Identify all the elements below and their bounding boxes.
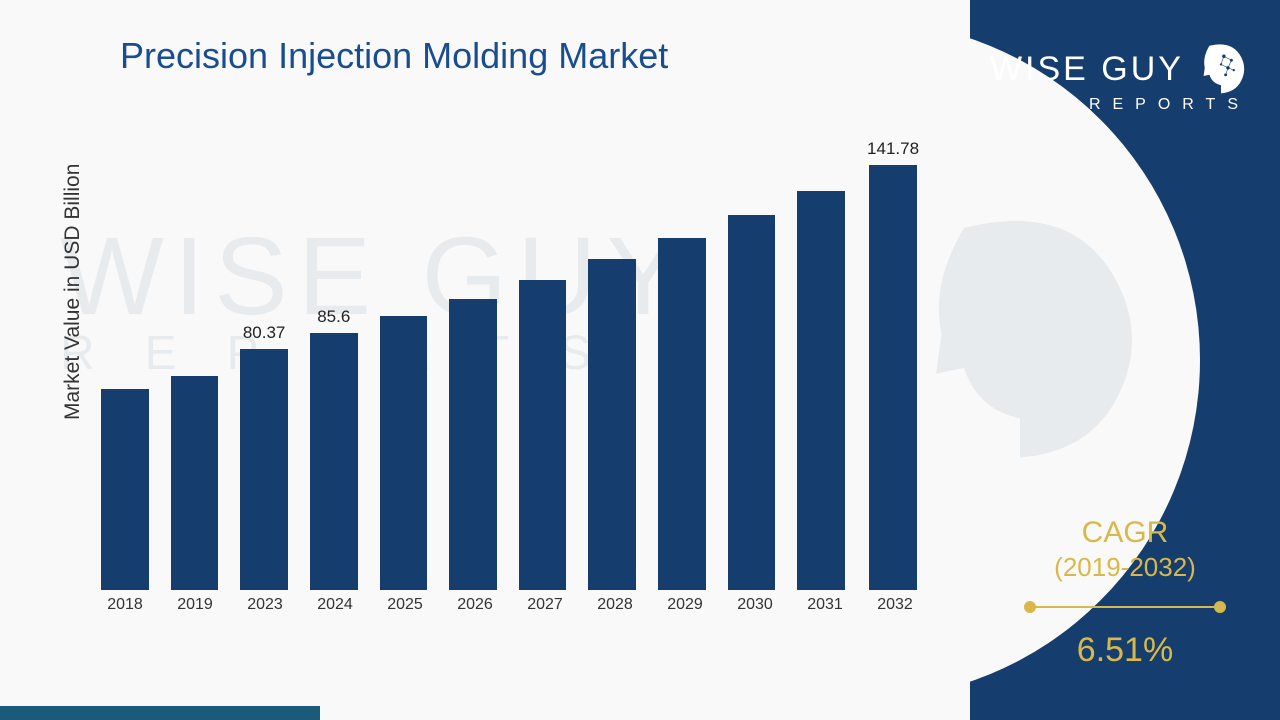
logo-text-sub: REPORTS — [990, 96, 1250, 114]
bar — [380, 316, 428, 590]
x-tick-label: 2025 — [381, 590, 429, 620]
cagr-divider — [1030, 597, 1220, 617]
bar-wrap — [588, 253, 636, 590]
bar-value-label: 85.6 — [317, 307, 350, 327]
bar — [240, 349, 288, 590]
x-tick-label: 2019 — [171, 590, 219, 620]
bar-wrap — [797, 185, 845, 590]
cagr-value: 6.51% — [1010, 631, 1240, 670]
x-tick-label: 2030 — [731, 590, 779, 620]
bar — [449, 299, 497, 590]
x-tick-label: 2027 — [521, 590, 569, 620]
bar-wrap — [519, 274, 567, 590]
bar — [519, 280, 567, 590]
bar — [310, 333, 358, 590]
bar-wrap — [449, 293, 497, 590]
bar — [869, 165, 917, 590]
bar — [101, 389, 149, 590]
x-tick-label: 2028 — [591, 590, 639, 620]
bar-wrap — [658, 232, 706, 590]
bar — [797, 191, 845, 590]
x-tick-label: 2024 — [311, 590, 359, 620]
x-tick-label: 2023 — [241, 590, 289, 620]
bar-wrap — [101, 383, 149, 590]
cagr-label: CAGR — [1010, 516, 1240, 550]
x-tick-label: 2031 — [801, 590, 849, 620]
bar-value-label: 80.37 — [243, 323, 286, 343]
page-root: WISE GUY REPORTS WISE GUY REPORTS — [0, 0, 1280, 720]
bar — [728, 215, 776, 590]
x-tick-label: 2029 — [661, 590, 709, 620]
bar-wrap: 80.37 — [240, 323, 288, 590]
x-tick-label: 2032 — [871, 590, 919, 620]
chart-title: Precision Injection Molding Market — [120, 35, 668, 77]
bars-container: 80.37 85.6 141.78 — [95, 140, 925, 590]
x-tick-label: 2026 — [451, 590, 499, 620]
chart-area: Market Value in USD Billion 80.37 85.6 141… — [55, 140, 925, 620]
bar-wrap — [171, 370, 219, 590]
bar-wrap: 141.78 — [867, 139, 919, 590]
cagr-block: CAGR (2019-2032) 6.51% — [1010, 516, 1240, 670]
y-axis-label: Market Value in USD Billion — [61, 164, 85, 420]
logo-text-main: WISE GUY — [990, 50, 1184, 89]
bar — [658, 238, 706, 590]
bar-wrap — [380, 310, 428, 590]
x-axis-labels: 2018 2019 2023 2024 2025 2026 2027 2028 2029 2030… — [95, 590, 925, 620]
plot-region: 80.37 85.6 141.78 — [95, 140, 925, 590]
brand-logo: WISE GUY REPORTS — [990, 40, 1250, 114]
bar-value-label: 141.78 — [867, 139, 919, 159]
logo-head-icon — [1192, 40, 1250, 98]
cagr-range: (2019-2032) — [1010, 552, 1240, 583]
bar — [588, 259, 636, 590]
bottom-accent-bar — [0, 706, 320, 720]
bar-wrap — [728, 209, 776, 590]
x-tick-label: 2018 — [101, 590, 149, 620]
bar — [171, 376, 219, 590]
bar-wrap: 85.6 — [310, 307, 358, 590]
logo-main-row: WISE GUY — [990, 40, 1250, 98]
